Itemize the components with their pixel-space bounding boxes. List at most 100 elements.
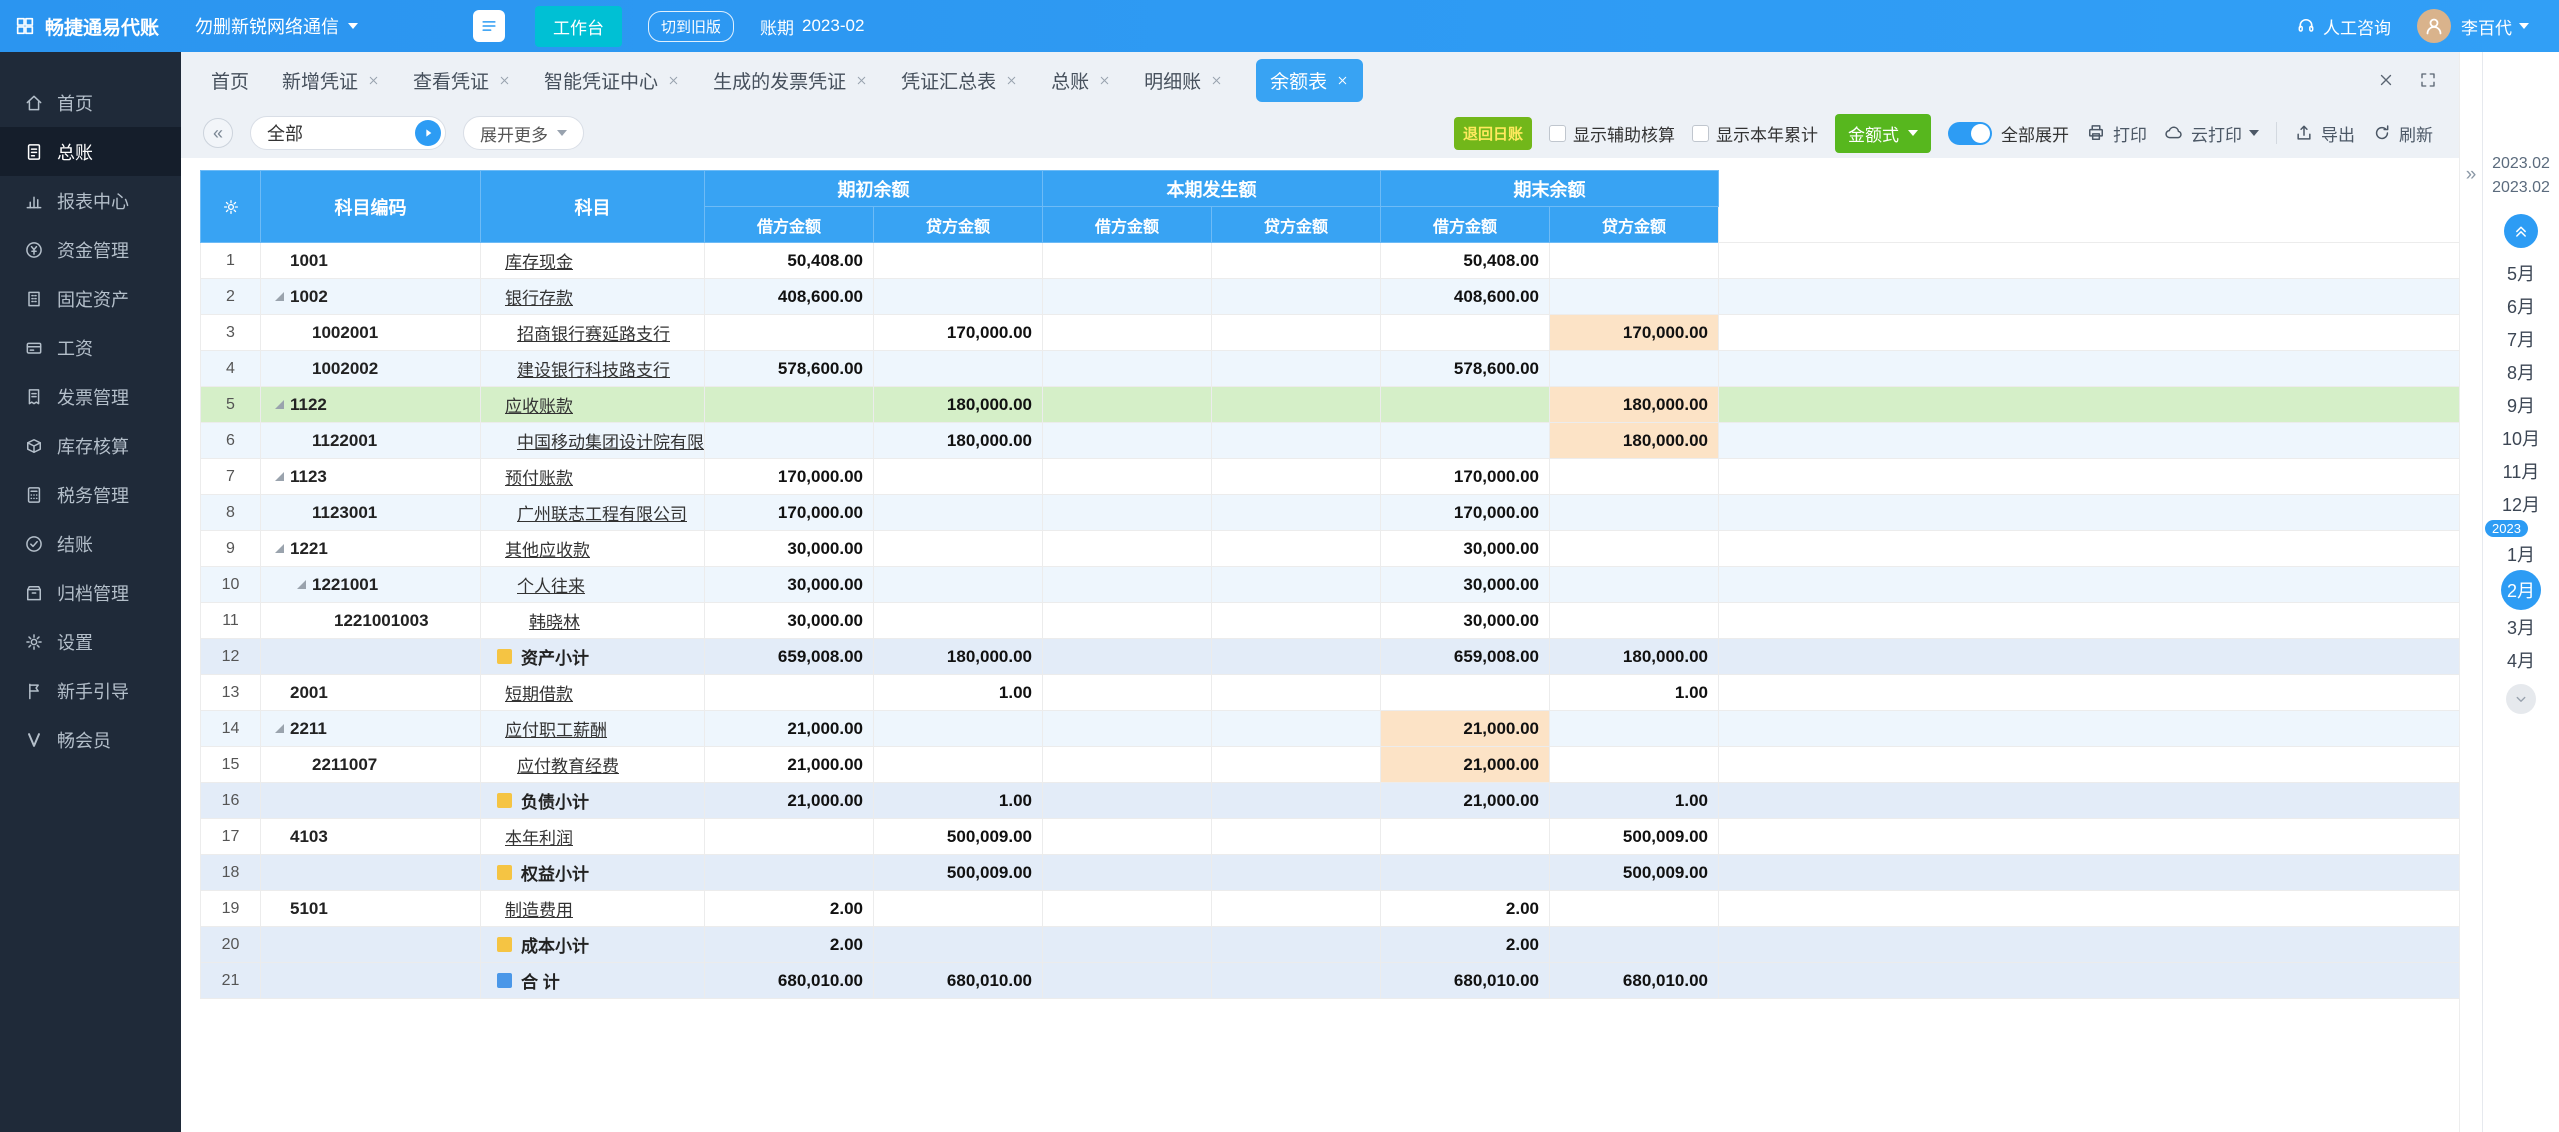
expand-triangle-icon[interactable]	[275, 544, 284, 553]
table-row-21[interactable]: 21 合 计 680,010.00 680,010.00 680,010.00 680,0…	[200, 962, 2459, 999]
tab-balance-sheet[interactable]: 余额表	[1256, 58, 1364, 102]
sidebar-item-settings[interactable]: 设置	[0, 617, 181, 666]
sidebar-item-home[interactable]: 首页	[0, 78, 181, 127]
accounting-period[interactable]: 账期 2023-02	[760, 14, 864, 39]
expand-triangle-icon[interactable]	[275, 292, 284, 301]
month-item-11月[interactable]: 11月	[2502, 461, 2540, 482]
expand-triangle-icon[interactable]	[297, 580, 306, 589]
expand-more-button[interactable]: 展开更多	[463, 116, 584, 150]
table-row-3[interactable]: 3 1002001 招商银行赛延路支行 170,000.00 170,000.00	[200, 314, 2459, 351]
tab-close-icon[interactable]	[367, 74, 380, 87]
sidebar-item-closing[interactable]: 结账	[0, 519, 181, 568]
subject-link[interactable]: 中国移动集团设计院有限公司浙	[517, 433, 704, 452]
subject-link[interactable]: 个人往来	[517, 577, 585, 596]
expand-triangle-icon[interactable]	[275, 400, 284, 409]
column-settings-gear-icon[interactable]	[200, 170, 261, 243]
toggle-on-icon[interactable]	[1948, 121, 1992, 145]
filter-apply-icon[interactable]	[415, 120, 441, 146]
month-item-4月[interactable]: 4月	[2506, 650, 2535, 671]
table-row-6[interactable]: 6 1122001 中国移动集团设计院有限公司浙 180,000.00 180,000.…	[200, 422, 2459, 459]
subject-link[interactable]: 制造费用	[505, 901, 573, 920]
subject-link[interactable]: 应收账款	[505, 397, 573, 416]
close-all-tabs-icon[interactable]	[2377, 71, 2395, 89]
tab-general-ledger[interactable]: 总账	[1051, 67, 1111, 94]
sidebar-item-archive-management[interactable]: 归档管理	[0, 568, 181, 617]
table-row-17[interactable]: 17 4103 本年利润 500,009.00 500,009.00	[200, 818, 2459, 855]
month-item-12月[interactable]: 12月	[2501, 494, 2541, 515]
tab-view-voucher[interactable]: 查看凭证	[413, 67, 511, 94]
tab-close-icon[interactable]	[1210, 74, 1223, 87]
avatar[interactable]	[2417, 9, 2451, 43]
fullscreen-icon[interactable]	[2419, 71, 2437, 89]
month-item-2月[interactable]: 2月	[2501, 570, 2541, 610]
table-row-8[interactable]: 8 1123001 广州联志工程有限公司 170,000.00 170,000.00	[200, 494, 2459, 531]
return-day-journal-button[interactable]: 退回日账	[1453, 116, 1532, 150]
tab-close-icon[interactable]	[1098, 74, 1111, 87]
month-item-7月[interactable]: 7月	[2506, 329, 2535, 350]
sidebar-item-report-center[interactable]: 报表中心	[0, 176, 181, 225]
month-item-3月[interactable]: 3月	[2506, 617, 2535, 638]
subject-link[interactable]: 招商银行赛延路支行	[517, 325, 670, 344]
table-row-20[interactable]: 20 成本小计 2.00 2.00	[200, 926, 2459, 963]
sidebar-item-invoice-management[interactable]: 发票管理	[0, 372, 181, 421]
table-row-5[interactable]: 5 1122 应收账款 180,000.00 180,000.00	[200, 386, 2459, 423]
workbench-button[interactable]: 工作台	[535, 5, 622, 47]
tab-close-icon[interactable]	[855, 74, 868, 87]
expand-triangle-icon[interactable]	[275, 724, 284, 733]
month-item-1月[interactable]: 1月	[2506, 544, 2535, 565]
month-item-9月[interactable]: 9月	[2506, 395, 2535, 416]
user-menu[interactable]: 李百代	[2461, 14, 2529, 39]
table-row-2[interactable]: 2 1002 银行存款 408,600.00 408,600.00	[200, 278, 2459, 315]
tab-generated-invoice-voucher[interactable]: 生成的发票凭证	[713, 67, 868, 94]
sidebar-item-inventory-accounting[interactable]: 库存核算	[0, 421, 181, 470]
support-button[interactable]: 人工咨询	[2296, 14, 2391, 39]
table-row-11[interactable]: 11 1221001003 韩晓林 30,000.00 30,000.00	[200, 602, 2459, 639]
table-row-19[interactable]: 19 5101 制造费用 2.00 2.00	[200, 890, 2459, 927]
subject-link[interactable]: 银行存款	[505, 289, 573, 308]
tab-close-icon[interactable]	[1005, 74, 1018, 87]
month-item-5月[interactable]: 5月	[2506, 263, 2535, 284]
table-row-16[interactable]: 16 负债小计 21,000.00 1.00 21,000.00 1.00	[200, 782, 2459, 819]
subject-link[interactable]: 韩晓林	[529, 613, 580, 632]
subject-filter[interactable]: 全部	[250, 116, 446, 150]
tab-close-icon[interactable]	[1336, 74, 1349, 87]
amount-mode-button[interactable]: 金额式	[1835, 113, 1931, 153]
subject-link[interactable]: 短期借款	[505, 685, 573, 704]
tab-close-icon[interactable]	[498, 74, 511, 87]
collapse-filter-button[interactable]: «	[203, 118, 233, 148]
collapse-period-panel-icon[interactable]: »	[2465, 164, 2477, 185]
tab-home[interactable]: 首页	[211, 67, 249, 94]
tab-detail-ledger[interactable]: 明细账	[1144, 67, 1223, 94]
table-row-9[interactable]: 9 1221 其他应收款 30,000.00 30,000.00	[200, 530, 2459, 567]
table-row-10[interactable]: 10 1221001 个人往来 30,000.00 30,000.00	[200, 566, 2459, 603]
month-item-8月[interactable]: 8月	[2506, 362, 2535, 383]
subject-link[interactable]: 库存现金	[505, 253, 573, 272]
print-button[interactable]: 打印	[2086, 121, 2147, 146]
switch-old-version-button[interactable]: 切到旧版	[648, 10, 735, 42]
tab-smart-voucher-center[interactable]: 智能凭证中心	[544, 67, 680, 94]
app-menu-icon[interactable]	[473, 10, 505, 42]
sidebar-item-tax-management[interactable]: 税务管理	[0, 470, 181, 519]
subject-link[interactable]: 应付教育经费	[517, 757, 619, 776]
subject-link[interactable]: 广州联志工程有限公司	[517, 505, 687, 524]
table-row-12[interactable]: 12 资产小计 659,008.00 180,000.00 659,008.00 180,…	[200, 638, 2459, 675]
sidebar-item-member[interactable]: 畅会员	[0, 715, 181, 764]
tab-voucher-summary[interactable]: 凭证汇总表	[901, 67, 1018, 94]
table-row-14[interactable]: 14 2211 应付职工薪酬 21,000.00 21,000.00	[200, 710, 2459, 747]
scroll-months-down-button[interactable]	[2506, 684, 2536, 714]
company-select[interactable]: 勿删新锐网络通信	[195, 13, 358, 39]
expand-all-toggle[interactable]: 全部展开	[1948, 121, 2069, 146]
sidebar-item-beginner-guide[interactable]: 新手引导	[0, 666, 181, 715]
refresh-button[interactable]: 刷新	[2372, 121, 2433, 146]
show-year-total-checkbox[interactable]: 显示本年累计	[1692, 121, 1818, 146]
table-row-18[interactable]: 18 权益小计 500,009.00 500,009.00	[200, 854, 2459, 891]
subject-link[interactable]: 其他应收款	[505, 541, 590, 560]
sidebar-item-fund-management[interactable]: 资金管理	[0, 225, 181, 274]
show-auxiliary-checkbox[interactable]: 显示辅助核算	[1549, 121, 1675, 146]
tab-close-icon[interactable]	[667, 74, 680, 87]
month-item-10月[interactable]: 10月	[2501, 428, 2541, 449]
month-item-6月[interactable]: 6月	[2506, 296, 2535, 317]
subject-link[interactable]: 预付账款	[505, 469, 573, 488]
subject-link[interactable]: 本年利润	[505, 829, 573, 848]
table-row-7[interactable]: 7 1123 预付账款 170,000.00 170,000.00	[200, 458, 2459, 495]
